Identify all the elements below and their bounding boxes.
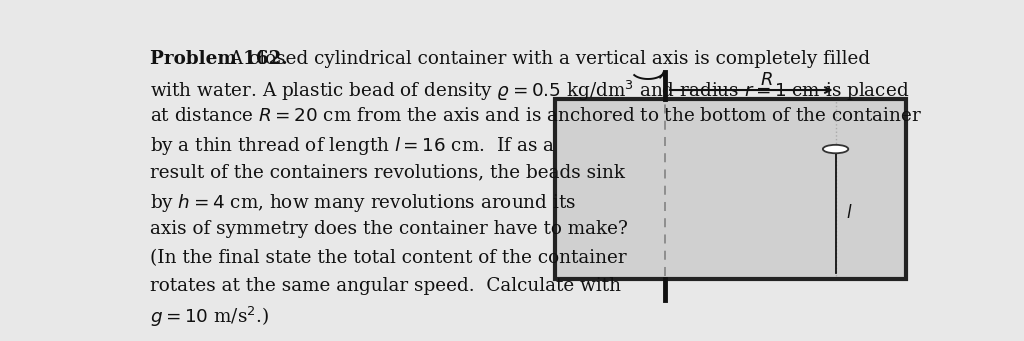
Text: by a thin thread of length $l = 16$ cm.  If as a: by a thin thread of length $l = 16$ cm. …: [151, 135, 555, 157]
Text: $g = 10$ m/s$^2$.): $g = 10$ m/s$^2$.): [151, 305, 269, 329]
Text: axis of symmetry does the container have to make?: axis of symmetry does the container have…: [151, 220, 628, 238]
Text: $R$: $R$: [760, 71, 773, 89]
Text: A closed cylindrical container with a vertical axis is completely filled: A closed cylindrical container with a ve…: [224, 50, 870, 68]
Text: with water. A plastic bead of density $\varrho = 0.5$ kg/dm$^3$ and radius $r = : with water. A plastic bead of density $\…: [151, 78, 909, 103]
Bar: [555, 99, 906, 279]
Text: at distance $R = 20$ cm from the axis and is anchored to the bottom of the conta: at distance $R = 20$ cm from the axis an…: [151, 107, 923, 125]
Text: $l$: $l$: [846, 204, 852, 222]
Text: (In the final state the total content of the container: (In the final state the total content of…: [151, 249, 627, 267]
Text: Problem 162.: Problem 162.: [151, 50, 288, 68]
Circle shape: [823, 145, 848, 153]
Text: by $h = 4$ cm, how many revolutions around its: by $h = 4$ cm, how many revolutions arou…: [151, 192, 577, 214]
Text: rotates at the same angular speed.  Calculate with: rotates at the same angular speed. Calcu…: [151, 277, 622, 295]
Text: result of the containers revolutions, the beads sink: result of the containers revolutions, th…: [151, 164, 626, 181]
